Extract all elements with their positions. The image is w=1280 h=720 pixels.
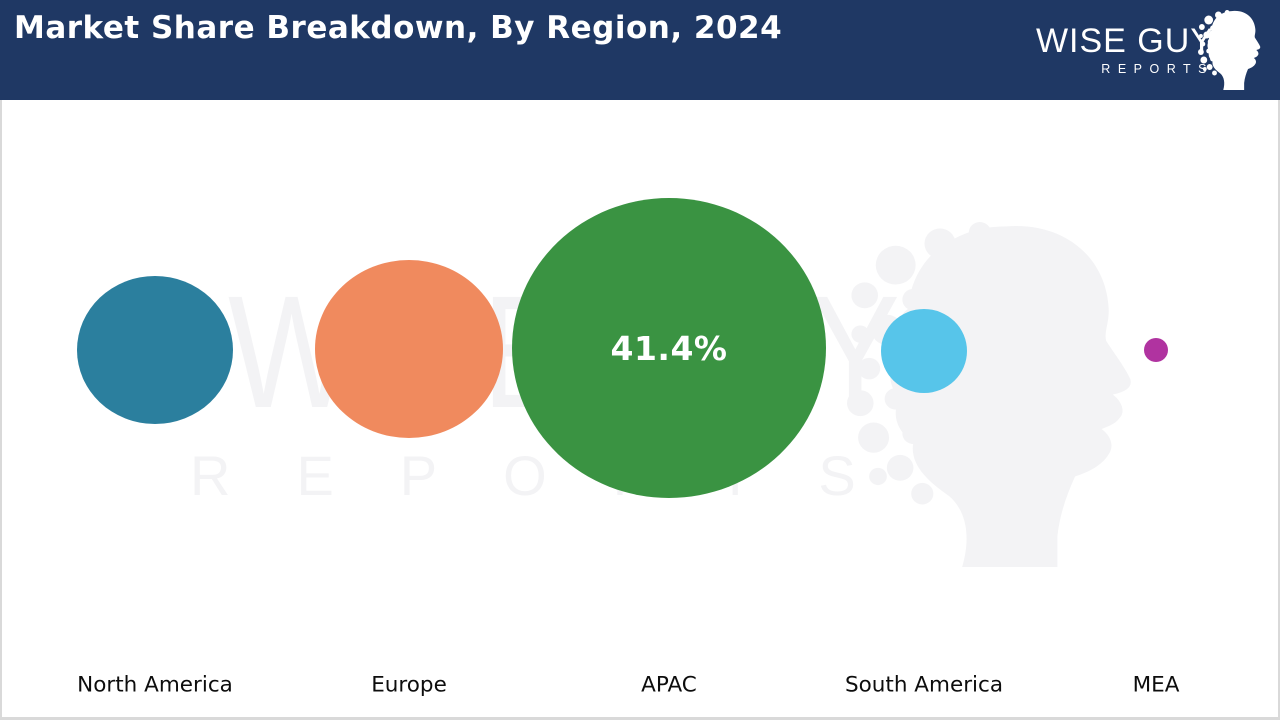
brand-logo-text: WISE GUY REPORTS [1035, 22, 1214, 76]
bubble-mea [1144, 338, 1168, 362]
brand-name: WISE GUY [1035, 22, 1214, 61]
bubble-europe [315, 260, 503, 438]
chart-area: WISE GUY REPORTS 41.4% North America Eur… [0, 100, 1280, 720]
page-title: Market Share Breakdown, By Region, 2024 [14, 10, 783, 46]
header-bar: Market Share Breakdown, By Region, 2024 … [0, 0, 1280, 100]
category-label-north-america: North America [77, 672, 233, 698]
watermark-subtitle-text: REPORTS [190, 444, 922, 507]
bubble-south-america [881, 309, 967, 393]
category-label-europe: Europe [371, 672, 447, 698]
category-label-apac: APAC [641, 672, 697, 698]
bubble-apac: 41.4% [512, 198, 826, 498]
brand-subtitle: REPORTS [1101, 61, 1214, 76]
bubble-value-label: 41.4% [610, 328, 728, 368]
bubble-north-america [77, 276, 233, 424]
brand-logo: WISE GUY REPORTS [1036, 4, 1266, 96]
category-label-south-america: South America [844, 672, 1004, 698]
watermark-head-icon [847, 222, 1157, 567]
category-label-mea: MEA [1132, 672, 1180, 698]
